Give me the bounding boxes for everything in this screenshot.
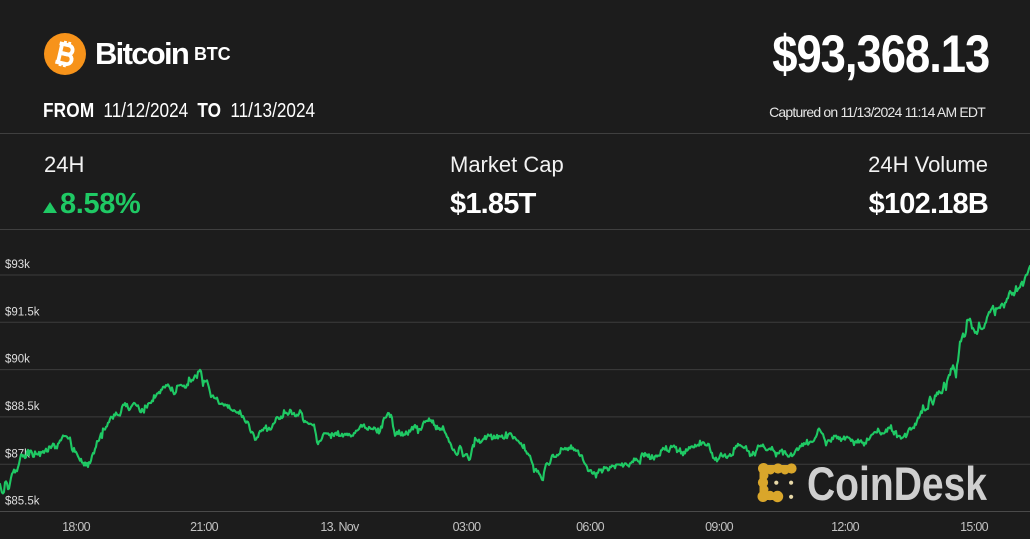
svg-text:$88.5k: $88.5k — [5, 401, 40, 413]
svg-text:13. Nov: 13. Nov — [320, 520, 360, 534]
svg-text:12:00: 12:00 — [831, 520, 860, 534]
svg-text:21:00: 21:00 — [190, 520, 219, 534]
svg-text:09:00: 09:00 — [705, 520, 734, 534]
svg-text:03:00: 03:00 — [453, 520, 482, 534]
svg-text:18:00: 18:00 — [62, 520, 91, 534]
svg-text:06:00: 06:00 — [576, 520, 605, 534]
svg-text:15:00: 15:00 — [960, 520, 989, 534]
svg-text:$85.5k: $85.5k — [5, 496, 40, 508]
svg-text:$93k: $93k — [5, 259, 30, 271]
svg-text:$91.5k: $91.5k — [5, 306, 40, 318]
svg-text:CoinDesk: CoinDesk — [807, 457, 988, 510]
svg-text:$90k: $90k — [5, 354, 30, 366]
